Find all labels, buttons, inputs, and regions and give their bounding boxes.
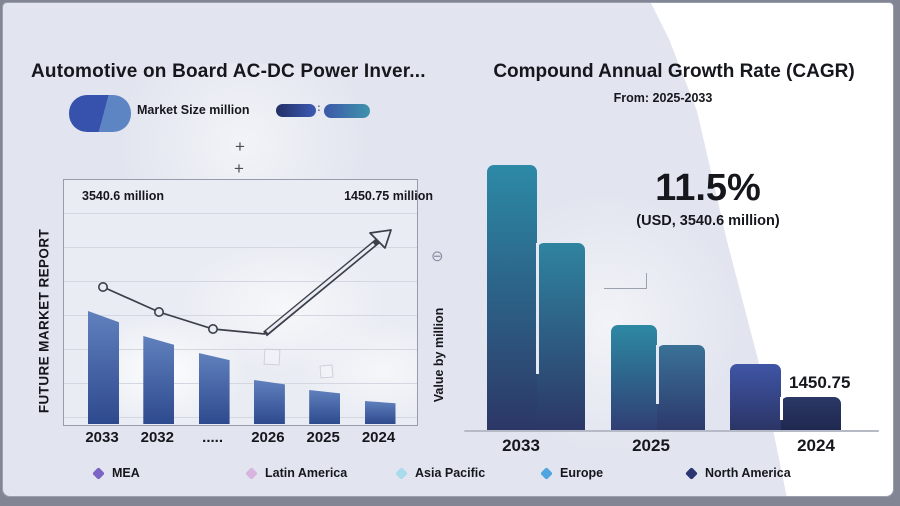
- left-x-label: 2025: [306, 429, 340, 446]
- bar-divider: [536, 243, 539, 374]
- legend-item-asia-pacific: Asia Pacific: [395, 466, 486, 480]
- chart-gridlines: [64, 180, 417, 425]
- right-bar: [781, 397, 841, 430]
- cagr-usd-detail: (USD, 3540.6 million): [636, 213, 780, 229]
- legend-diamond-icon: [245, 466, 258, 480]
- left-x-label: 2024: [361, 429, 396, 446]
- market-size-legend-label: Market Size million: [137, 103, 250, 117]
- right-x-label: 2025: [632, 436, 670, 455]
- plus-icon: +: [235, 137, 245, 156]
- cagr-range-subtitle: From: 2025-2033: [613, 91, 713, 105]
- right-x-label: 2024: [797, 436, 835, 455]
- left-bar: [143, 336, 175, 424]
- left-x-label: 2033: [85, 429, 119, 446]
- left-chart-bars: [64, 180, 417, 425]
- infographic-card: Automotive on Board AC-DC Power Inver...…: [2, 2, 894, 497]
- minus-circle-icon: ⊖: [431, 248, 444, 265]
- regions-legend: MEA Latin America Asia Pacific Europe North …: [3, 466, 893, 490]
- ratio-separator: :: [317, 102, 321, 114]
- left-x-label: .....: [202, 429, 224, 446]
- legend-item-mea: MEA: [92, 466, 140, 480]
- bar-divider: [656, 345, 659, 404]
- legend-item-label: Europe: [560, 466, 604, 480]
- left-x-label: 2032: [140, 429, 174, 446]
- right-bar: [730, 364, 781, 430]
- legend-item-label: North America: [705, 466, 791, 480]
- value-by-million-axis-label: Value by million: [432, 307, 446, 403]
- cagr-percentage: 11.5%: [655, 167, 761, 209]
- ratio-pill-icon-1: [276, 104, 316, 117]
- left-bar: [88, 311, 119, 424]
- bar-value-annotation: 1450.75: [789, 373, 851, 392]
- legend-item-north-america: North America: [685, 466, 791, 480]
- right-bar: [611, 325, 657, 430]
- page-title-right: Compound Annual Growth Rate (CAGR): [493, 61, 855, 82]
- legend-diamond-icon: [540, 466, 553, 480]
- left-x-label: 2026: [251, 429, 285, 446]
- left-bar: [198, 353, 230, 424]
- legend-diamond-icon: [92, 466, 105, 480]
- right-chart-axis-line: [464, 430, 879, 432]
- trend-line-arrow-icon: [97, 229, 392, 337]
- right-bar: [537, 243, 585, 430]
- right-x-label: 2033: [502, 436, 540, 455]
- left-chart-panel: 3540.6 million 1450.75 million: [63, 179, 433, 426]
- annotation-1450-million: 1450.75 million: [344, 189, 433, 203]
- future-market-report-label: FUTURE MARKET REPORT: [36, 228, 52, 414]
- corner-bracket-decoration: [604, 273, 647, 289]
- right-bar: [657, 345, 705, 430]
- market-size-pill-icon: [69, 95, 131, 132]
- legend-item-europe: Europe: [540, 466, 604, 480]
- annotation-3540-million: 3540.6 million: [82, 189, 164, 203]
- plus-icon: +: [234, 159, 244, 178]
- legend-item-label: Asia Pacific: [415, 466, 486, 480]
- bar-divider: [780, 397, 783, 420]
- left-bar: [309, 390, 341, 424]
- legend-diamond-icon: [685, 466, 698, 480]
- left-bar: [364, 401, 396, 424]
- legend-item-label: Latin America: [265, 466, 348, 480]
- left-bar: [253, 379, 285, 424]
- right-bar: [487, 165, 537, 430]
- ratio-pill-icon-2: [324, 104, 370, 118]
- legend-item-label: MEA: [112, 466, 140, 480]
- legend-diamond-icon: [395, 466, 408, 480]
- page-title-left: Automotive on Board AC-DC Power Inver...: [31, 61, 426, 82]
- legend-item-latin-america: Latin America: [245, 466, 348, 480]
